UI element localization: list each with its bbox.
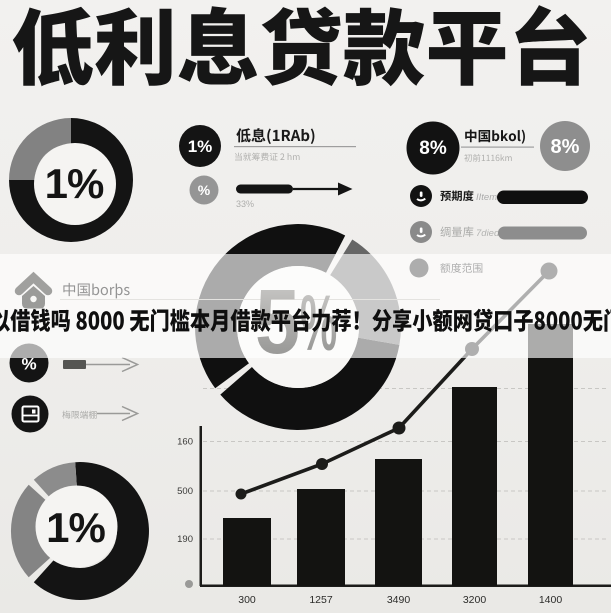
svg-text:500: 500 [177,486,193,497]
svg-text:1257: 1257 [309,594,333,606]
svg-text:8%: 8% [551,136,580,158]
svg-text:%: % [198,182,211,198]
svg-text:%: % [21,355,36,374]
svg-text:3200: 3200 [463,594,487,606]
svg-text:1%: 1% [45,160,104,207]
svg-text:160: 160 [177,437,193,448]
svg-text:1%: 1% [188,137,213,156]
svg-text:3490: 3490 [387,594,411,606]
svg-text:300: 300 [238,594,256,606]
svg-text:8%: 8% [419,138,447,159]
svg-text:IItem: IItem [476,192,497,203]
svg-text:33%: 33% [236,199,254,209]
svg-text:190: 190 [177,534,193,545]
svg-text:7died: 7died [476,228,500,239]
svg-text:1400: 1400 [539,594,563,606]
svg-text:1%: 1% [46,504,105,551]
